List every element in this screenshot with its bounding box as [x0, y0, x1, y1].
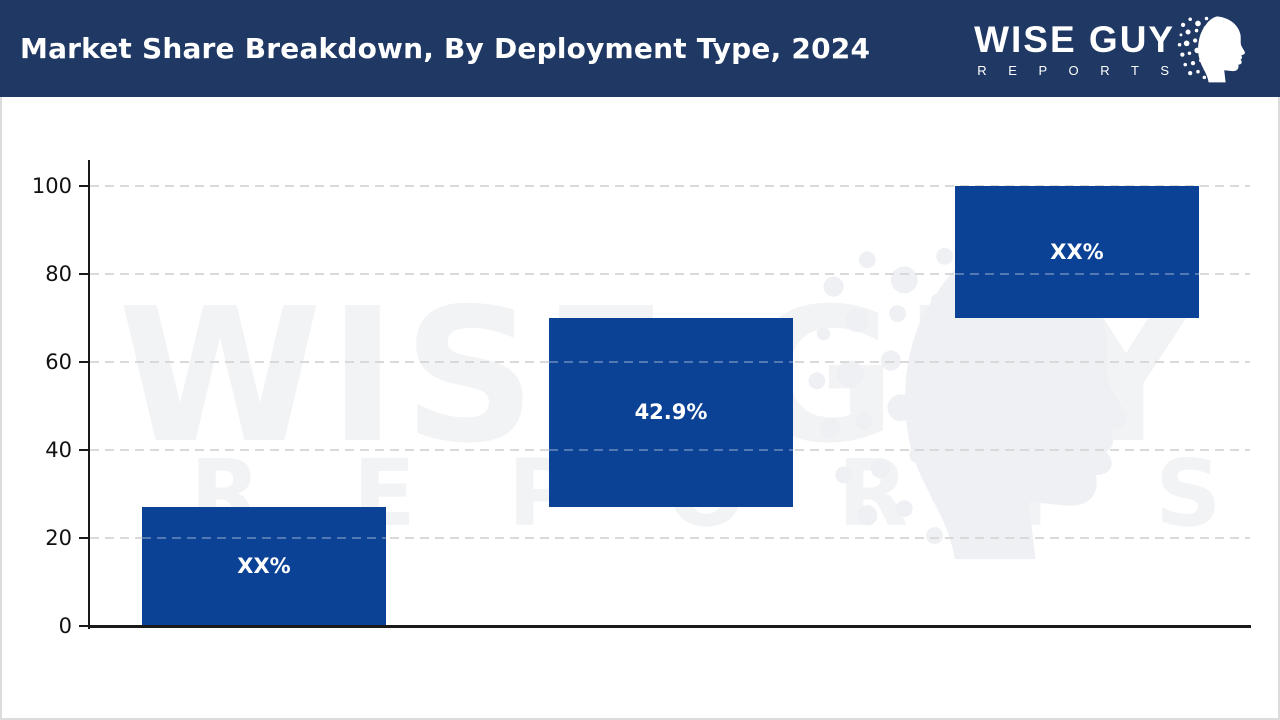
logo-reports-label: R E P O R T S — [977, 62, 1178, 78]
y-tick-label: 100 — [31, 174, 72, 198]
bar-gridline-dash — [955, 273, 1199, 275]
y-tick-label: 0 — [58, 614, 72, 638]
wiseguy-reports-logo: WISE GUY R E P O R T S — [971, 12, 1254, 86]
logo-text: WISE GUY R E P O R T S — [971, 21, 1178, 77]
logo-wiseguy-label: WISE GUY — [974, 18, 1176, 60]
y-tick-label: 20 — [45, 526, 72, 550]
y-tick-label: 60 — [45, 350, 72, 374]
bar-gridline-dash — [549, 361, 793, 363]
logo-face-icon — [1177, 15, 1245, 82]
plot-area: XX%On-Premise42.9%Cloud-BasedXX%Hybrid02… — [0, 97, 1280, 720]
header-bar: Market Share Breakdown, By Deployment Ty… — [0, 0, 1280, 97]
bar-value-label: XX% — [237, 554, 291, 579]
y-tick-mark — [79, 361, 88, 363]
y-tick-mark — [79, 449, 88, 451]
bar-value-label: XX% — [1050, 240, 1104, 264]
bar-value-label: 42.9% — [634, 400, 708, 425]
y-gridline — [90, 537, 1250, 539]
chart-title: Market Share Breakdown, By Deployment Ty… — [20, 32, 871, 65]
bar: 42.9% — [549, 318, 793, 507]
y-tick-mark — [79, 273, 88, 275]
y-gridline — [90, 185, 1250, 187]
y-gridline — [90, 273, 1250, 275]
bar: XX% — [142, 506, 386, 626]
y-axis-line — [88, 160, 90, 629]
y-tick-mark — [79, 537, 88, 539]
y-tick-label: 40 — [45, 438, 72, 462]
bar-gridline-dash — [142, 536, 386, 539]
bar: XX% — [955, 186, 1199, 318]
y-tick-label: 80 — [45, 262, 72, 286]
y-tick-mark — [79, 625, 88, 627]
x-axis-line — [88, 625, 1251, 628]
y-tick-mark — [79, 185, 88, 187]
bar-gridline-dash — [549, 449, 793, 451]
